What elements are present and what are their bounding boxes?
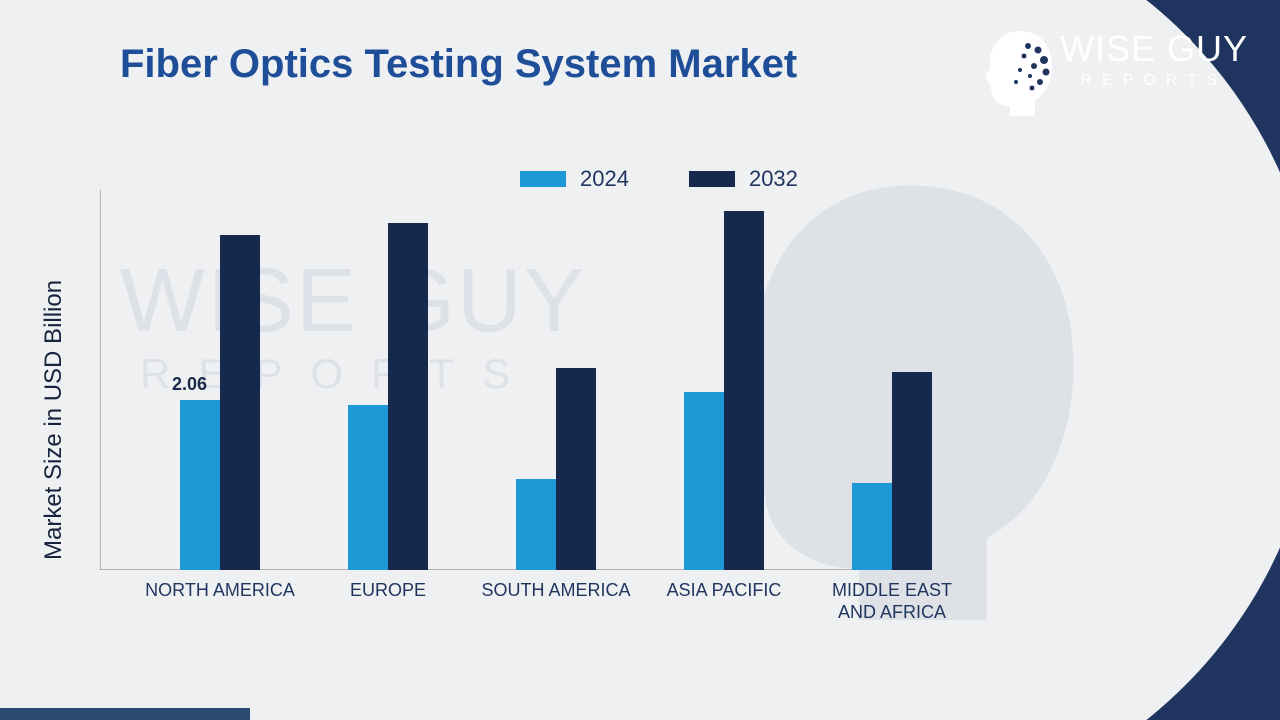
bar: [892, 372, 932, 570]
y-axis: [100, 190, 101, 570]
x-category-label: ASIA PACIFIC: [644, 580, 804, 602]
x-category-label: NORTH AMERICA: [140, 580, 300, 602]
legend-item-2032: 2032: [689, 166, 798, 192]
x-category-label: EUROPE: [308, 580, 468, 602]
bottom-accent-bar: [0, 708, 250, 720]
x-category-label: SOUTH AMERICA: [476, 580, 636, 602]
legend-item-2024: 2024: [520, 166, 629, 192]
chart-canvas: WISE GUY REPORTS Fiber Optics Testing Sy…: [0, 0, 1280, 720]
legend-label-2032: 2032: [749, 166, 798, 192]
bar: [220, 235, 260, 570]
brand-logo: WISE GUY REPORTS: [1060, 28, 1248, 90]
bar: [180, 400, 220, 570]
bar: [388, 223, 428, 570]
legend-swatch-2032: [689, 171, 735, 187]
bar: [684, 392, 724, 570]
bar: [852, 483, 892, 570]
x-category-label: MIDDLE EAST AND AFRICA: [812, 580, 972, 623]
legend-label-2024: 2024: [580, 166, 629, 192]
logo-head-icon: [980, 26, 1060, 116]
legend: 2024 2032: [520, 166, 798, 192]
brand-logo-sub: REPORTS: [1060, 72, 1248, 90]
brand-logo-main: WISE GUY: [1060, 28, 1248, 70]
bar: [556, 368, 596, 570]
legend-swatch-2024: [520, 171, 566, 187]
bar: [516, 479, 556, 570]
plot-area: [100, 190, 920, 570]
y-axis-label: Market Size in USD Billion: [40, 280, 68, 560]
bar: [724, 211, 764, 570]
data-label: 2.06: [172, 374, 207, 395]
chart-title: Fiber Optics Testing System Market: [120, 42, 797, 87]
bar: [348, 405, 388, 570]
